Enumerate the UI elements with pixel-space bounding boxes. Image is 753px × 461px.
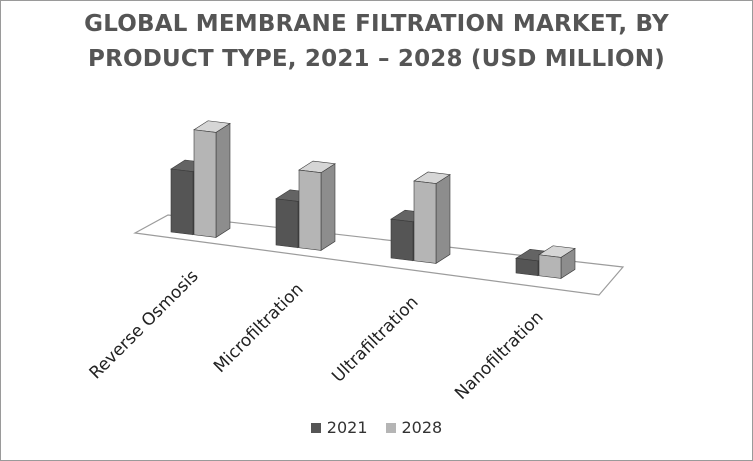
legend-item-2021: 2021 (310, 418, 368, 437)
category-labels: Reverse Osmosis Microfiltration Ultrafiltr… (86, 266, 548, 404)
bar-side-face (435, 174, 451, 264)
bar-front-face (538, 254, 562, 279)
legend-label-2028: 2028 (401, 418, 443, 437)
chart-floor (133, 214, 625, 296)
category-label-nanofiltration: Nanofiltration (451, 307, 547, 403)
bar-front-face (275, 198, 299, 248)
legend-label-2021: 2021 (326, 418, 368, 437)
bar-front-face (390, 218, 414, 261)
bar-2028-nanofiltration (538, 245, 576, 279)
category-label-ultrafiltration: Ultrafiltration (328, 292, 422, 386)
bar-side-face (215, 122, 231, 238)
legend-swatch-2028 (385, 422, 396, 433)
bar-2028-ultrafiltration (413, 171, 451, 264)
legend: 2021 2028 (1, 418, 752, 437)
category-label-microfiltration: Microfiltration (210, 279, 307, 376)
chart-title: GLOBAL MEMBRANE FILTRATION MARKET, BY PR… (1, 7, 752, 77)
legend-item-2028: 2028 (385, 418, 443, 437)
bar-2028-reverse-osmosis (193, 120, 231, 238)
bar-front-face (193, 129, 217, 238)
bar-front-face (515, 257, 539, 276)
chart-title-line-2: PRODUCT TYPE, 2021 – 2028 (USD MILLION) (88, 46, 665, 72)
bar-front-face (170, 168, 194, 235)
category-label-reverse-osmosis: Reverse Osmosis (86, 266, 203, 383)
bar-2028-microfiltration (298, 160, 336, 251)
bar-front-face (298, 169, 322, 251)
bar-front-face (413, 180, 437, 264)
bar-side-face (320, 163, 336, 251)
bars-layer (170, 120, 576, 279)
legend-swatch-2021 (310, 422, 321, 433)
chart-title-line-1: GLOBAL MEMBRANE FILTRATION MARKET, BY (84, 11, 669, 37)
